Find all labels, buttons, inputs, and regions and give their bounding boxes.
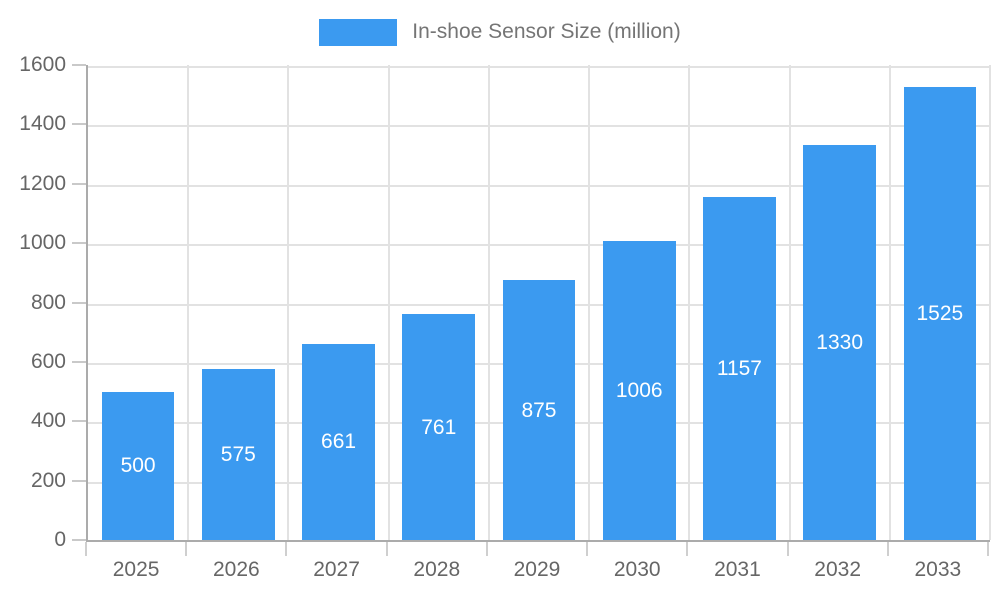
- legend-item[interactable]: In-shoe Sensor Size (million): [0, 14, 1000, 50]
- v-gridline: [888, 65, 891, 540]
- y-tick-label: 600: [30, 349, 66, 373]
- bar-slot: 761: [389, 65, 489, 540]
- bar-value-label: 500: [120, 454, 156, 478]
- y-tick-label: 1400: [19, 112, 66, 136]
- bar-value-label: 1330: [816, 331, 863, 355]
- bar-2027[interactable]: 661: [302, 343, 375, 540]
- y-tick-mark: [72, 301, 86, 304]
- x-tick-label: 2033: [914, 558, 962, 581]
- y-tick-label: 200: [30, 468, 66, 492]
- y-tick-mark: [72, 242, 86, 245]
- y-tick-label: 1600: [19, 53, 66, 76]
- y-tick-mark: [72, 360, 86, 363]
- bar-2033[interactable]: 1525: [903, 87, 977, 540]
- bar-slot: 1330: [790, 65, 890, 540]
- bar-value-label: 761: [421, 415, 457, 439]
- v-gridline: [187, 65, 190, 540]
- y-tick-mark: [72, 420, 86, 423]
- x-tick-label: 2027: [313, 558, 360, 581]
- legend-label: In-shoe Sensor Size (million): [412, 20, 681, 43]
- x-tick-label: 2029: [513, 558, 561, 581]
- v-gridline: [487, 65, 490, 540]
- bar-2031[interactable]: 1157: [703, 196, 776, 540]
- bar-slot: 1006: [589, 65, 689, 540]
- x-tick-mark: [786, 542, 789, 556]
- h-gridline: [88, 244, 990, 247]
- y-axis-ticks: [72, 64, 86, 541]
- x-axis-labels: 2025 2026 2027 2028 2029 2030 2031 2032 2033: [86, 558, 988, 582]
- legend-swatch-icon: [319, 18, 398, 46]
- bar-slot: 661: [288, 65, 388, 540]
- v-gridline: [788, 65, 791, 540]
- v-gridline: [688, 65, 691, 540]
- bar-slot: 500: [88, 65, 188, 540]
- y-tick-mark: [72, 182, 86, 185]
- x-tick-label: 2028: [413, 558, 461, 581]
- x-tick-mark: [485, 542, 488, 556]
- v-gridline: [387, 65, 390, 540]
- bar-value-label: 661: [321, 430, 357, 454]
- bar-2025[interactable]: 500: [101, 391, 175, 540]
- x-tick-mark: [285, 542, 288, 556]
- y-tick-mark: [72, 479, 86, 482]
- bar-2026[interactable]: 575: [202, 369, 275, 540]
- v-gridline: [588, 65, 591, 540]
- bar-value-label: 1157: [716, 356, 762, 380]
- x-tick-label: 2032: [814, 558, 861, 581]
- bar-2029[interactable]: 875: [502, 280, 576, 540]
- x-tick-mark: [385, 542, 388, 556]
- y-tick-label: 400: [30, 409, 66, 433]
- bar-slot: 875: [489, 65, 589, 540]
- h-gridline: [88, 184, 990, 187]
- bar-value-label: 575: [220, 443, 256, 467]
- bar-value-label: 1006: [615, 379, 663, 403]
- bar-2032[interactable]: 1330: [803, 145, 876, 540]
- x-tick-label: 2031: [714, 558, 761, 581]
- x-axis-ticks: [85, 542, 989, 556]
- x-tick-mark: [987, 542, 989, 556]
- y-tick-mark: [72, 123, 86, 126]
- y-tick-mark: [72, 64, 86, 66]
- bar-value-label: 1525: [916, 302, 964, 326]
- bar-value-label: 875: [521, 398, 557, 422]
- x-tick-mark: [886, 542, 889, 556]
- y-axis-labels: 0 200 400 600 800 1000 1200 1400 1600: [0, 53, 74, 551]
- x-tick-label: 2025: [112, 558, 160, 581]
- y-tick-label: 0: [54, 528, 66, 551]
- y-tick-label: 1200: [19, 171, 66, 195]
- x-tick-mark: [586, 542, 589, 556]
- bar-2028[interactable]: 761: [402, 314, 476, 540]
- plot-area: 500 575 661 761 875 1006 1157 1330 1525: [86, 65, 991, 542]
- h-gridline: [88, 125, 990, 128]
- x-tick-mark: [185, 542, 188, 556]
- y-tick-label: 1000: [19, 231, 66, 255]
- v-gridline: [989, 65, 991, 540]
- y-tick-label: 800: [30, 290, 66, 314]
- h-gridline: [88, 66, 990, 68]
- bar-slot: 1157: [689, 65, 789, 540]
- x-tick-label: 2026: [212, 558, 260, 581]
- x-tick-mark: [85, 542, 87, 556]
- bar-slot: 1525: [890, 65, 990, 540]
- y-tick-mark: [72, 539, 86, 541]
- bar-slot: 575: [188, 65, 288, 540]
- x-tick-label: 2030: [613, 558, 661, 581]
- bar-series: 500 575 661 761 875 1006 1157 1330 1525: [88, 65, 990, 540]
- x-tick-mark: [686, 542, 689, 556]
- v-gridline: [287, 65, 290, 540]
- bar-2030[interactable]: 1006: [602, 241, 676, 540]
